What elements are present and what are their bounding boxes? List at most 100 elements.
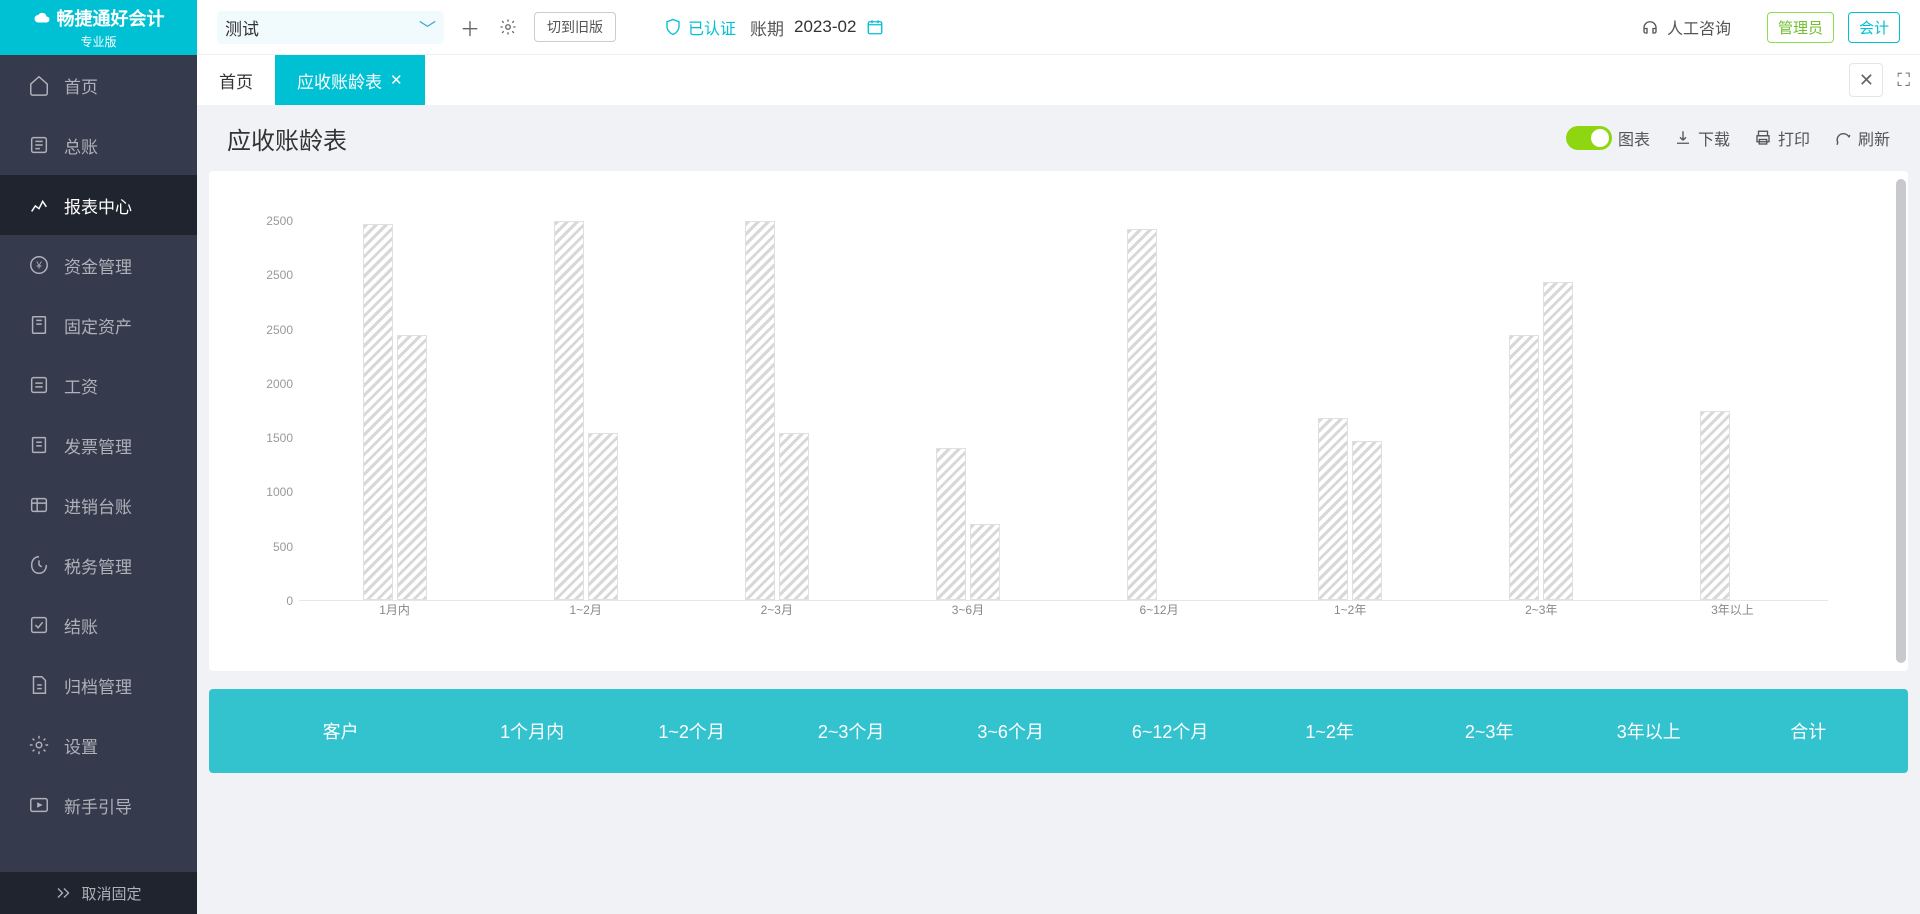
- y-axis: 0500100015002000250025002500: [249, 221, 299, 601]
- table-column-header: 6~12个月: [1090, 718, 1250, 744]
- sidebar-item-11[interactable]: 设置: [0, 715, 197, 775]
- chart-plot: [299, 221, 1828, 601]
- nav-icon: [28, 194, 50, 216]
- svg-text:¥: ¥: [35, 261, 42, 272]
- x-label: 6~12月: [1119, 601, 1199, 631]
- fullscreen-icon[interactable]: ⛶: [1897, 70, 1910, 91]
- table-column-header: 2~3个月: [771, 718, 931, 744]
- refresh-button[interactable]: 刷新: [1834, 126, 1890, 150]
- chart-bar: [363, 224, 393, 600]
- chart-bar: [1543, 282, 1573, 600]
- table-column-header: 合计: [1728, 718, 1888, 744]
- close-all-tabs-button[interactable]: ✕: [1849, 63, 1883, 97]
- chart-bar: [1700, 411, 1730, 601]
- period: 账期 2023-02: [750, 15, 884, 40]
- tabs: 首页 应收账龄表 ✕ ✕ ⛶: [197, 55, 1920, 105]
- page-title: 应收账龄表: [227, 121, 347, 156]
- x-label: 1~2年: [1310, 601, 1390, 631]
- scrollbar[interactable]: [1896, 179, 1906, 663]
- x-label: 3年以上: [1692, 601, 1772, 631]
- table-column-header: 客户: [229, 718, 452, 744]
- chart-bar: [970, 524, 1000, 600]
- chart-bar: [936, 448, 966, 600]
- role-accountant-button[interactable]: 会计: [1848, 12, 1900, 43]
- chart-bar: [554, 221, 584, 600]
- gear-icon[interactable]: [496, 15, 520, 39]
- company-select[interactable]: 测试 ﹀: [217, 11, 444, 44]
- pin-icon: [55, 884, 73, 902]
- calendar-icon[interactable]: [866, 18, 884, 36]
- table-header: 客户1个月内1~2个月2~3个月3~6个月6~12个月1~2年2~3年3年以上合…: [209, 689, 1908, 773]
- x-label: 2~3年: [1501, 601, 1581, 631]
- nav-icon: [28, 314, 50, 336]
- download-icon: [1674, 129, 1692, 147]
- refresh-icon: [1834, 129, 1852, 147]
- switch-version-button[interactable]: 切到旧版: [534, 12, 616, 42]
- topbar: 测试 ﹀ ＋ 切到旧版 已认证 账期 2023-02 人工咨询: [197, 0, 1920, 55]
- nav-icon: [28, 734, 50, 756]
- sidebar-item-3[interactable]: ¥资金管理: [0, 235, 197, 295]
- sidebar-item-0[interactable]: 首页: [0, 55, 197, 115]
- cloud-icon: ¥: [33, 9, 51, 27]
- sidebar-item-2[interactable]: 报表中心: [0, 175, 197, 235]
- x-axis: 1月内 1~2月 2~3月 3~6月 6~12月 1~2年 2~3年 3年以上: [299, 601, 1828, 631]
- nav-icon: [28, 554, 50, 576]
- period-value[interactable]: 2023-02: [794, 17, 856, 37]
- switch-icon: [1566, 126, 1612, 150]
- table-column-header: 1~2年: [1250, 718, 1410, 744]
- chevron-down-icon: ﹀: [419, 15, 436, 40]
- sidebar-item-5[interactable]: 工资: [0, 355, 197, 415]
- nav-icon: [28, 434, 50, 456]
- download-button[interactable]: 下载: [1674, 126, 1730, 150]
- sidebar-item-12[interactable]: 新手引导: [0, 775, 197, 835]
- nav-icon: [28, 134, 50, 156]
- brand: ¥ 畅捷通好会计 专业版: [0, 0, 197, 55]
- x-label: 2~3月: [737, 601, 817, 631]
- chart-bar: [1509, 335, 1539, 600]
- table-column-header: 1个月内: [452, 718, 612, 744]
- tab-active[interactable]: 应收账龄表 ✕: [275, 55, 425, 105]
- table-column-header: 3~6个月: [931, 718, 1091, 744]
- table-column-header: 1~2个月: [612, 718, 772, 744]
- nav-icon: [28, 794, 50, 816]
- shield-icon: [664, 18, 682, 36]
- page-toolbar: 应收账龄表 图表 下载 打印 刷新: [197, 105, 1920, 171]
- sidebar-item-6[interactable]: 发票管理: [0, 415, 197, 475]
- brand-edition: 专业版: [80, 33, 116, 50]
- print-icon: [1754, 129, 1772, 147]
- consult-button[interactable]: 人工咨询: [1641, 15, 1731, 39]
- nav-icon: [28, 374, 50, 396]
- chart-bar: [1318, 418, 1348, 600]
- print-button[interactable]: 打印: [1754, 126, 1810, 150]
- brand-name: 畅捷通好会计: [57, 5, 165, 31]
- chart-bar: [1127, 229, 1157, 600]
- sidebar-item-1[interactable]: 总账: [0, 115, 197, 175]
- sidebar-item-10[interactable]: 归档管理: [0, 655, 197, 715]
- sidebar-item-8[interactable]: 税务管理: [0, 535, 197, 595]
- role-admin-button[interactable]: 管理员: [1767, 12, 1834, 43]
- nav-icon: ¥: [28, 254, 50, 276]
- nav: 首页总账报表中心¥资金管理固定资产工资发票管理进销台账税务管理结账归档管理设置新…: [0, 55, 197, 914]
- headset-icon: [1641, 18, 1659, 36]
- x-label: 3~6月: [928, 601, 1008, 631]
- chart-bar: [588, 433, 618, 600]
- sidebar-item-7[interactable]: 进销台账: [0, 475, 197, 535]
- sidebar-pin-toggle[interactable]: 取消固定: [0, 872, 197, 914]
- sidebar-item-4[interactable]: 固定资产: [0, 295, 197, 355]
- chart-panel: 0500100015002000250025002500 1月内 1~2月 2~3月…: [209, 171, 1908, 671]
- chart-bar: [779, 433, 809, 600]
- table-column-header: 3年以上: [1569, 718, 1729, 744]
- sidebar: ¥ 畅捷通好会计 专业版 首页总账报表中心¥资金管理固定资产工资发票管理进销台账…: [0, 0, 197, 914]
- close-icon[interactable]: ✕: [390, 71, 403, 89]
- sidebar-item-9[interactable]: 结账: [0, 595, 197, 655]
- chart-bar: [745, 221, 775, 600]
- chart-toggle[interactable]: 图表: [1566, 126, 1650, 150]
- verified-badge: 已认证: [664, 15, 736, 39]
- nav-icon: [28, 494, 50, 516]
- x-label: 1月内: [355, 601, 435, 631]
- tab-home[interactable]: 首页: [197, 55, 275, 105]
- nav-icon: [28, 614, 50, 636]
- chart-bar: [397, 335, 427, 600]
- add-button[interactable]: ＋: [458, 15, 482, 39]
- x-label: 1~2月: [546, 601, 626, 631]
